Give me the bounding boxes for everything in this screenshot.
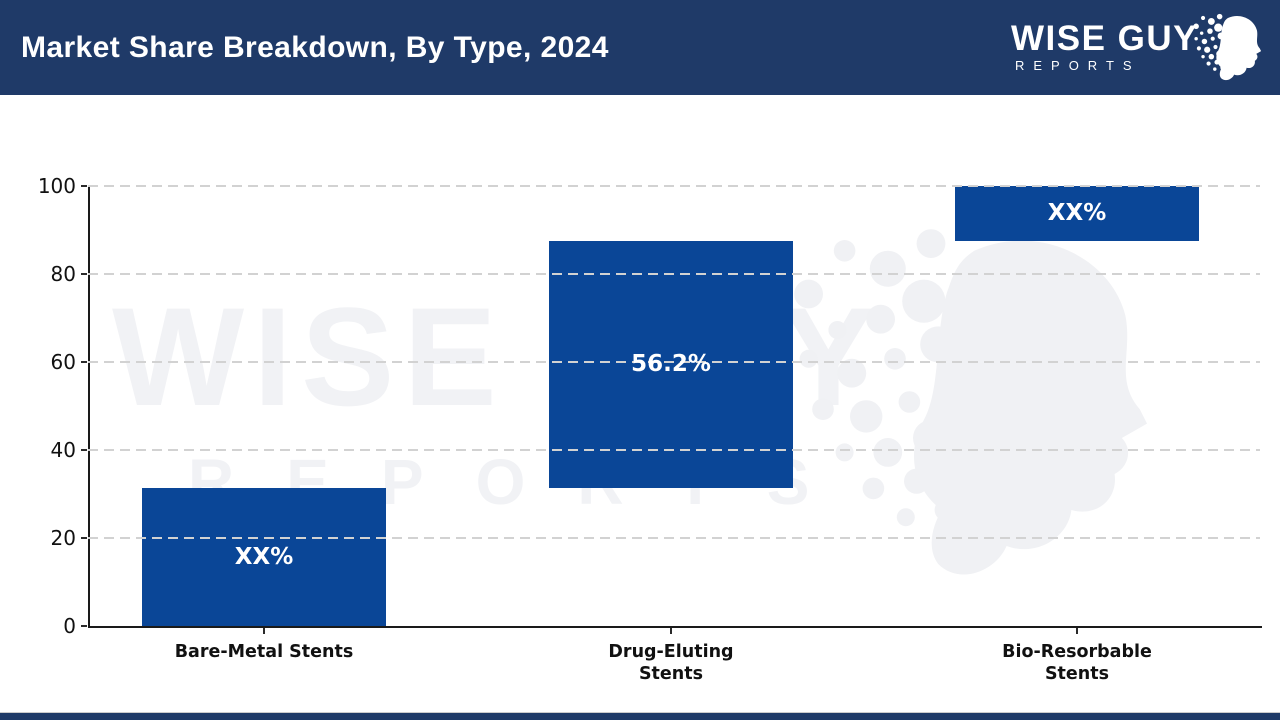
logo-subtitle: REPORTS (1014, 58, 1141, 74)
x-category-label: Drug-Eluting Stents (511, 641, 831, 685)
bar-value-label: XX% (234, 543, 294, 570)
y-tick-mark (81, 273, 87, 275)
x-category-label-line: Bare-Metal Stents (174, 642, 354, 662)
gridline (88, 361, 1260, 363)
bar-value-label: XX% (1047, 200, 1107, 227)
wiseguy-face-icon (1192, 8, 1268, 86)
y-tick-label: 80 (50, 262, 76, 286)
page-title: Market Share Breakdown, By Type, 2024 (21, 30, 609, 64)
y-tick-mark (81, 449, 87, 451)
logo-text: WISE GUY REPORTS (1010, 18, 1198, 74)
y-tick-label: 60 (50, 350, 76, 374)
bar-chart-plot-area (88, 186, 1262, 628)
bar-segment (549, 240, 793, 488)
x-category-label: Bare-Metal Stents (104, 641, 424, 663)
y-tick-mark (81, 625, 87, 627)
bar-value-label: 56.2% (631, 351, 711, 378)
x-category-label-line: Drug-Eluting (608, 642, 734, 662)
gridline (88, 537, 1260, 539)
bar-segment (142, 487, 386, 626)
x-category-label-line: Bio-Resorbable (1002, 642, 1152, 662)
y-tick-label: 40 (50, 438, 76, 462)
y-tick-mark (81, 537, 87, 539)
gridline (88, 449, 1260, 451)
x-tick-mark (670, 628, 672, 634)
x-tick-mark (1076, 628, 1078, 634)
watermark-face-icon (780, 222, 1190, 582)
y-tick-label: 0 (63, 614, 76, 638)
logo-wordmark: WISE GUY (1010, 18, 1198, 58)
x-category-label-line: Stents (638, 664, 704, 684)
x-category-label-line: Stents (1044, 664, 1110, 684)
x-category-label: Bio-Resorbable Stents (917, 641, 1237, 685)
y-tick-mark (81, 361, 87, 363)
header-bar: Market Share Breakdown, By Type, 2024 WI… (0, 0, 1280, 95)
gridline (88, 185, 1260, 187)
y-tick-mark (81, 185, 87, 187)
wiseguy-logo: WISE GUY REPORTS (1011, 8, 1268, 86)
footer-bar (0, 712, 1280, 720)
gridline (88, 273, 1260, 275)
bar-segment (955, 186, 1199, 241)
y-tick-label: 100 (37, 174, 76, 198)
x-tick-mark (263, 628, 265, 634)
y-tick-label: 20 (50, 526, 76, 550)
